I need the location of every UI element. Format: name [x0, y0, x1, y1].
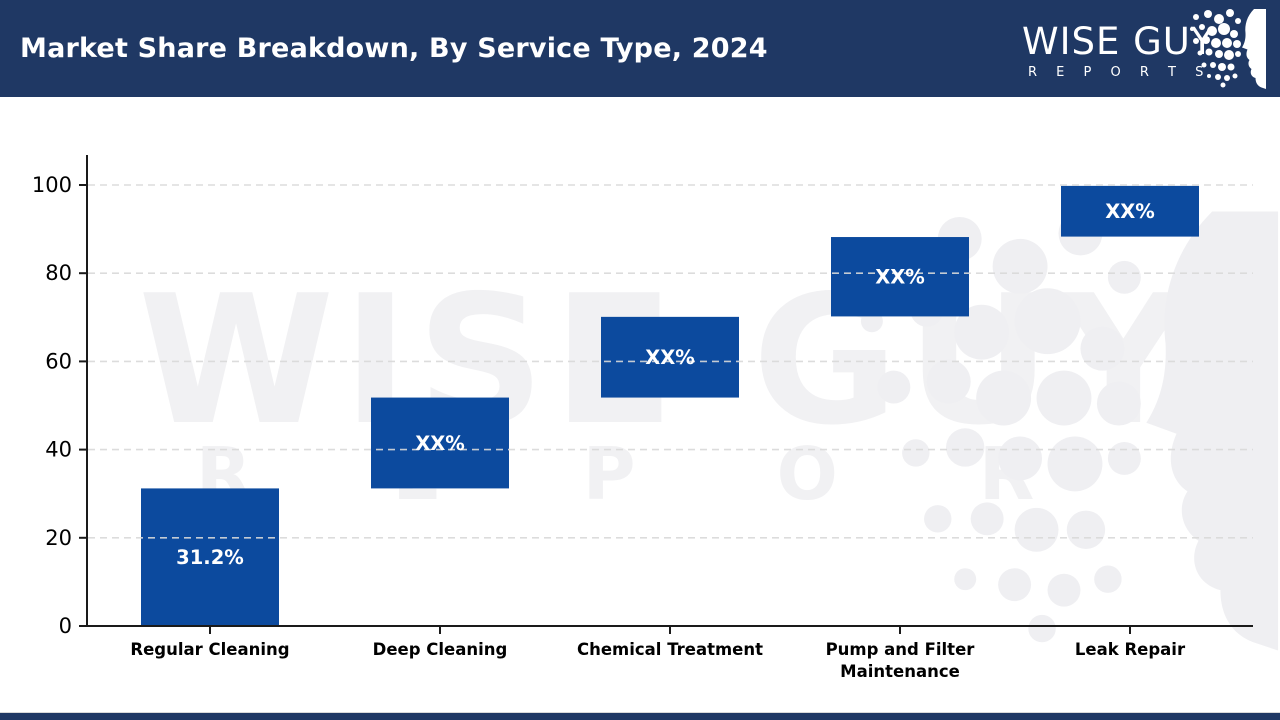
x-tick-label: Pump and Filter [826, 640, 976, 659]
header: Market Share Breakdown, By Service Type,… [0, 0, 1280, 97]
bar-value-label: XX% [645, 346, 695, 369]
bar-value-label: XX% [875, 266, 925, 289]
x-tick-label: Regular Cleaning [130, 640, 289, 659]
waterfall-bar [831, 237, 969, 317]
logo-wordmark: WISE GUY [1022, 20, 1214, 63]
x-tick-label: Leak Repair [1075, 640, 1186, 659]
waterfall-chart: 0 20 40 60 80 100 31.2% Regular Cleaning XX% Deep… [32, 155, 1253, 681]
waterfall-bar [601, 316, 739, 398]
x-tick-label: Maintenance [840, 662, 960, 681]
footer-stripe [0, 713, 1280, 720]
y-tick-label: 0 [59, 614, 72, 638]
x-tick-label: Chemical Treatment [577, 640, 763, 659]
y-tick-label: 100 [32, 173, 72, 197]
waterfall-bar [141, 488, 279, 626]
footer-divider [0, 712, 1280, 713]
y-tick-label: 80 [45, 261, 72, 285]
bar-value-label: XX% [415, 432, 465, 455]
page-title: Market Share Breakdown, By Service Type,… [20, 33, 768, 64]
waterfall-bar [1061, 185, 1199, 237]
y-tick-label: 20 [45, 526, 72, 550]
bar-value-label: XX% [1105, 200, 1155, 223]
waterfall-bar [371, 397, 509, 489]
x-tick-label: Deep Cleaning [373, 640, 508, 659]
logo-subtitle: R E P O R T S [1028, 65, 1211, 80]
y-tick-label: 60 [45, 349, 72, 373]
wiseguy-logo: WISE GUY R E P O R T S [1022, 8, 1266, 89]
bar-value-label: 31.2% [176, 546, 244, 569]
y-tick-label: 40 [45, 438, 72, 462]
